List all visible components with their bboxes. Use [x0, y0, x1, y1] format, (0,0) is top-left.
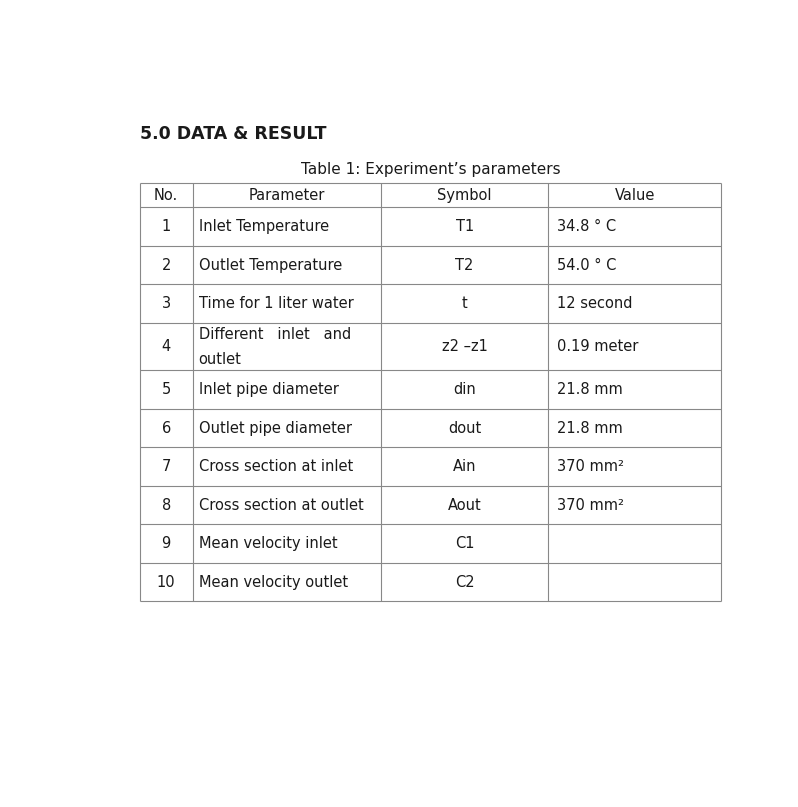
Text: z2 –z1: z2 –z1 [442, 339, 488, 354]
Text: Inlet Temperature: Inlet Temperature [199, 220, 329, 234]
Text: 12 second: 12 second [557, 296, 633, 312]
Text: t: t [462, 296, 468, 312]
Text: 0.19 meter: 0.19 meter [557, 339, 638, 354]
Text: Different   inlet   and: Different inlet and [199, 327, 351, 341]
Text: 9: 9 [162, 536, 171, 551]
Text: outlet: outlet [199, 352, 242, 366]
Text: C1: C1 [455, 536, 474, 551]
Text: No.: No. [154, 187, 179, 203]
Text: Inlet pipe diameter: Inlet pipe diameter [199, 382, 338, 397]
Text: 2: 2 [161, 257, 171, 273]
Text: Symbol: Symbol [437, 187, 492, 203]
Text: 34.8 ° C: 34.8 ° C [557, 220, 617, 234]
Text: Cross section at outlet: Cross section at outlet [199, 498, 363, 512]
Text: Time for 1 liter water: Time for 1 liter water [199, 296, 354, 312]
Text: 4: 4 [162, 339, 171, 354]
Text: T1: T1 [456, 220, 474, 234]
Text: T2: T2 [456, 257, 474, 273]
Text: C2: C2 [455, 575, 475, 590]
Text: Parameter: Parameter [249, 187, 325, 203]
Text: 7: 7 [161, 459, 171, 474]
Text: 370 mm²: 370 mm² [557, 498, 624, 512]
Text: Table 1: Experiment’s parameters: Table 1: Experiment’s parameters [301, 162, 560, 177]
Text: 3: 3 [162, 296, 171, 312]
Text: Mean velocity inlet: Mean velocity inlet [199, 536, 338, 551]
Text: 5.0 DATA & RESULT: 5.0 DATA & RESULT [140, 125, 326, 143]
Text: Aout: Aout [448, 498, 481, 512]
Text: Value: Value [614, 187, 655, 203]
Text: 6: 6 [162, 420, 171, 436]
Text: 370 mm²: 370 mm² [557, 459, 624, 474]
Text: Cross section at inlet: Cross section at inlet [199, 459, 353, 474]
Text: 5: 5 [162, 382, 171, 397]
Text: Mean velocity outlet: Mean velocity outlet [199, 575, 348, 590]
Text: din: din [453, 382, 476, 397]
Text: dout: dout [448, 420, 481, 436]
Text: 1: 1 [162, 220, 171, 234]
Text: Outlet pipe diameter: Outlet pipe diameter [199, 420, 352, 436]
Text: 54.0 ° C: 54.0 ° C [557, 257, 617, 273]
Text: Ain: Ain [453, 459, 476, 474]
Text: 21.8 mm: 21.8 mm [557, 420, 623, 436]
Text: 21.8 mm: 21.8 mm [557, 382, 623, 397]
Text: 8: 8 [162, 498, 171, 512]
Text: Outlet Temperature: Outlet Temperature [199, 257, 342, 273]
Text: 10: 10 [157, 575, 176, 590]
